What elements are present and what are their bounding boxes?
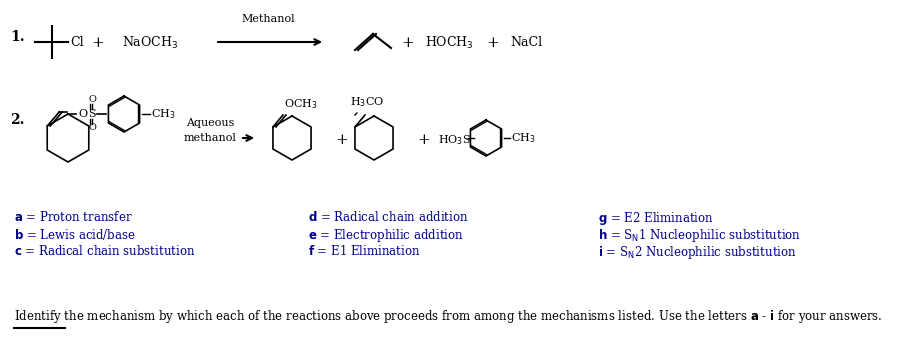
Text: Methanol: Methanol bbox=[242, 14, 295, 24]
Text: +: + bbox=[487, 36, 500, 50]
Text: HO$_3$S: HO$_3$S bbox=[438, 133, 471, 147]
Text: +: + bbox=[402, 36, 414, 50]
Text: 2.: 2. bbox=[10, 113, 25, 127]
Text: $\mathbf{h}$ = S$_\mathrm{N}$1 Nucleophilic substitution: $\mathbf{h}$ = S$_\mathrm{N}$1 Nucleophi… bbox=[598, 227, 802, 244]
Text: $\mathbf{i}$ = S$_\mathrm{N}$2 Nucleophilic substitution: $\mathbf{i}$ = S$_\mathrm{N}$2 Nucleophi… bbox=[598, 244, 797, 261]
Text: CH$_3$: CH$_3$ bbox=[151, 107, 176, 121]
Text: +: + bbox=[417, 133, 430, 147]
Text: $\mathbf{a}$ = Proton transfer: $\mathbf{a}$ = Proton transfer bbox=[14, 210, 133, 224]
Text: $\mathbf{c}$ = Radical chain substitution: $\mathbf{c}$ = Radical chain substitutio… bbox=[14, 244, 196, 258]
Text: O: O bbox=[88, 95, 96, 104]
Text: $\mathbf{g}$ = E2 Elimination: $\mathbf{g}$ = E2 Elimination bbox=[598, 210, 714, 227]
Text: +: + bbox=[336, 133, 349, 147]
Text: CH$_3$: CH$_3$ bbox=[511, 131, 535, 145]
Text: Identify the mechanism by which each of the reactions above proceeds from among : Identify the mechanism by which each of … bbox=[14, 308, 883, 325]
Text: Aqueous: Aqueous bbox=[186, 118, 234, 128]
Text: O: O bbox=[88, 124, 96, 132]
Text: $\mathbf{d}$ = Radical chain addition: $\mathbf{d}$ = Radical chain addition bbox=[308, 210, 468, 224]
Text: O: O bbox=[78, 109, 87, 119]
Text: NaCl: NaCl bbox=[510, 37, 542, 49]
Text: +: + bbox=[92, 36, 104, 50]
Text: Cl: Cl bbox=[70, 37, 83, 49]
Text: methanol: methanol bbox=[184, 133, 236, 143]
Text: $\mathbf{e}$ = Electrophilic addition: $\mathbf{e}$ = Electrophilic addition bbox=[308, 227, 464, 244]
Text: OCH$_3$: OCH$_3$ bbox=[284, 97, 318, 111]
Text: 1.: 1. bbox=[10, 30, 25, 44]
Text: $\mathbf{b}$ = Lewis acid/base: $\mathbf{b}$ = Lewis acid/base bbox=[14, 227, 135, 242]
Text: $\mathbf{f}$ = E1 Elimination: $\mathbf{f}$ = E1 Elimination bbox=[308, 244, 421, 258]
Text: H$_3$CO: H$_3$CO bbox=[350, 95, 384, 109]
Text: HOCH$_3$: HOCH$_3$ bbox=[425, 35, 474, 51]
Text: S: S bbox=[88, 109, 96, 119]
Text: NaOCH$_3$: NaOCH$_3$ bbox=[122, 35, 178, 51]
